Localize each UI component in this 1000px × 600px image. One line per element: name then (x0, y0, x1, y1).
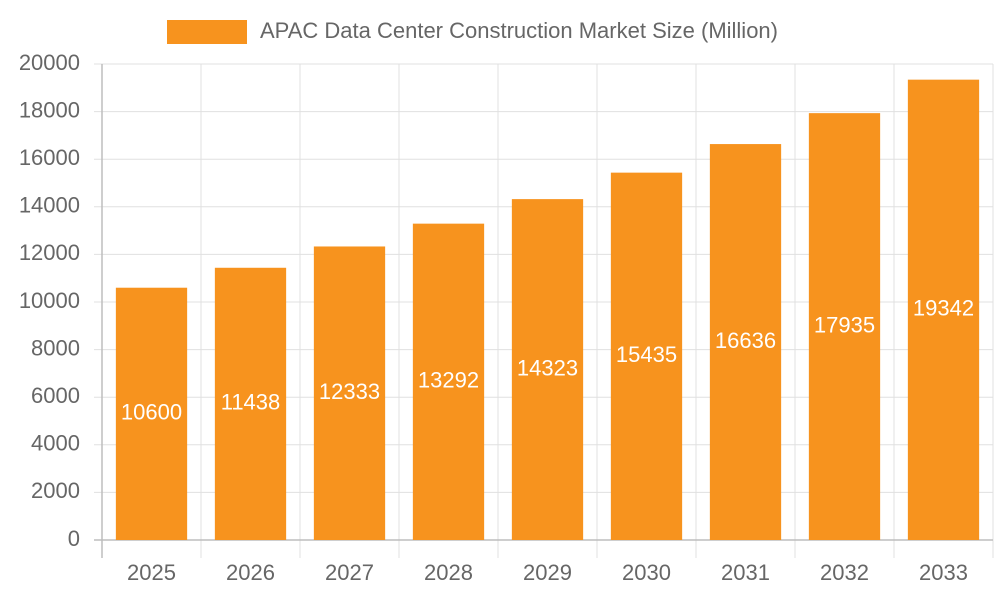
y-tick-label: 2000 (31, 478, 80, 503)
bar (313, 246, 386, 540)
bar (214, 267, 287, 540)
legend-swatch (167, 20, 247, 44)
bar (907, 79, 980, 540)
y-tick-label: 8000 (31, 335, 80, 360)
bar (412, 223, 485, 541)
data-label: 13292 (418, 368, 479, 393)
data-label: 15435 (616, 342, 677, 367)
y-tick-label: 10000 (19, 288, 80, 313)
bar (511, 199, 584, 540)
data-label: 11438 (221, 390, 281, 415)
bar (808, 113, 881, 540)
data-label: 10600 (121, 400, 182, 425)
x-tick-label: 2033 (919, 560, 968, 585)
y-tick-label: 12000 (19, 240, 80, 265)
y-tick-label: 16000 (19, 145, 80, 170)
y-tick-label: 4000 (31, 431, 80, 456)
data-label: 12333 (319, 379, 380, 404)
x-tick-label: 2032 (820, 560, 869, 585)
bar (610, 172, 683, 540)
legend-label: APAC Data Center Construction Market Siz… (260, 18, 778, 43)
bar (709, 144, 782, 540)
bar (115, 287, 188, 540)
y-tick-label: 18000 (19, 97, 80, 122)
y-tick-label: 14000 (19, 193, 80, 218)
data-label: 19342 (913, 296, 974, 321)
x-tick-label: 2031 (721, 560, 770, 585)
x-tick-label: 2027 (325, 560, 374, 585)
x-tick-label: 2025 (127, 560, 176, 585)
x-tick-label: 2030 (622, 560, 671, 585)
x-tick-label: 2026 (226, 560, 275, 585)
data-label: 16636 (715, 328, 776, 353)
x-tick-label: 2029 (523, 560, 572, 585)
y-tick-label: 0 (68, 526, 80, 551)
data-label: 17935 (814, 312, 875, 337)
y-tick-label: 20000 (19, 50, 80, 75)
data-label: 14323 (517, 355, 578, 380)
x-tick-label: 2028 (424, 560, 473, 585)
y-tick-label: 6000 (31, 383, 80, 408)
